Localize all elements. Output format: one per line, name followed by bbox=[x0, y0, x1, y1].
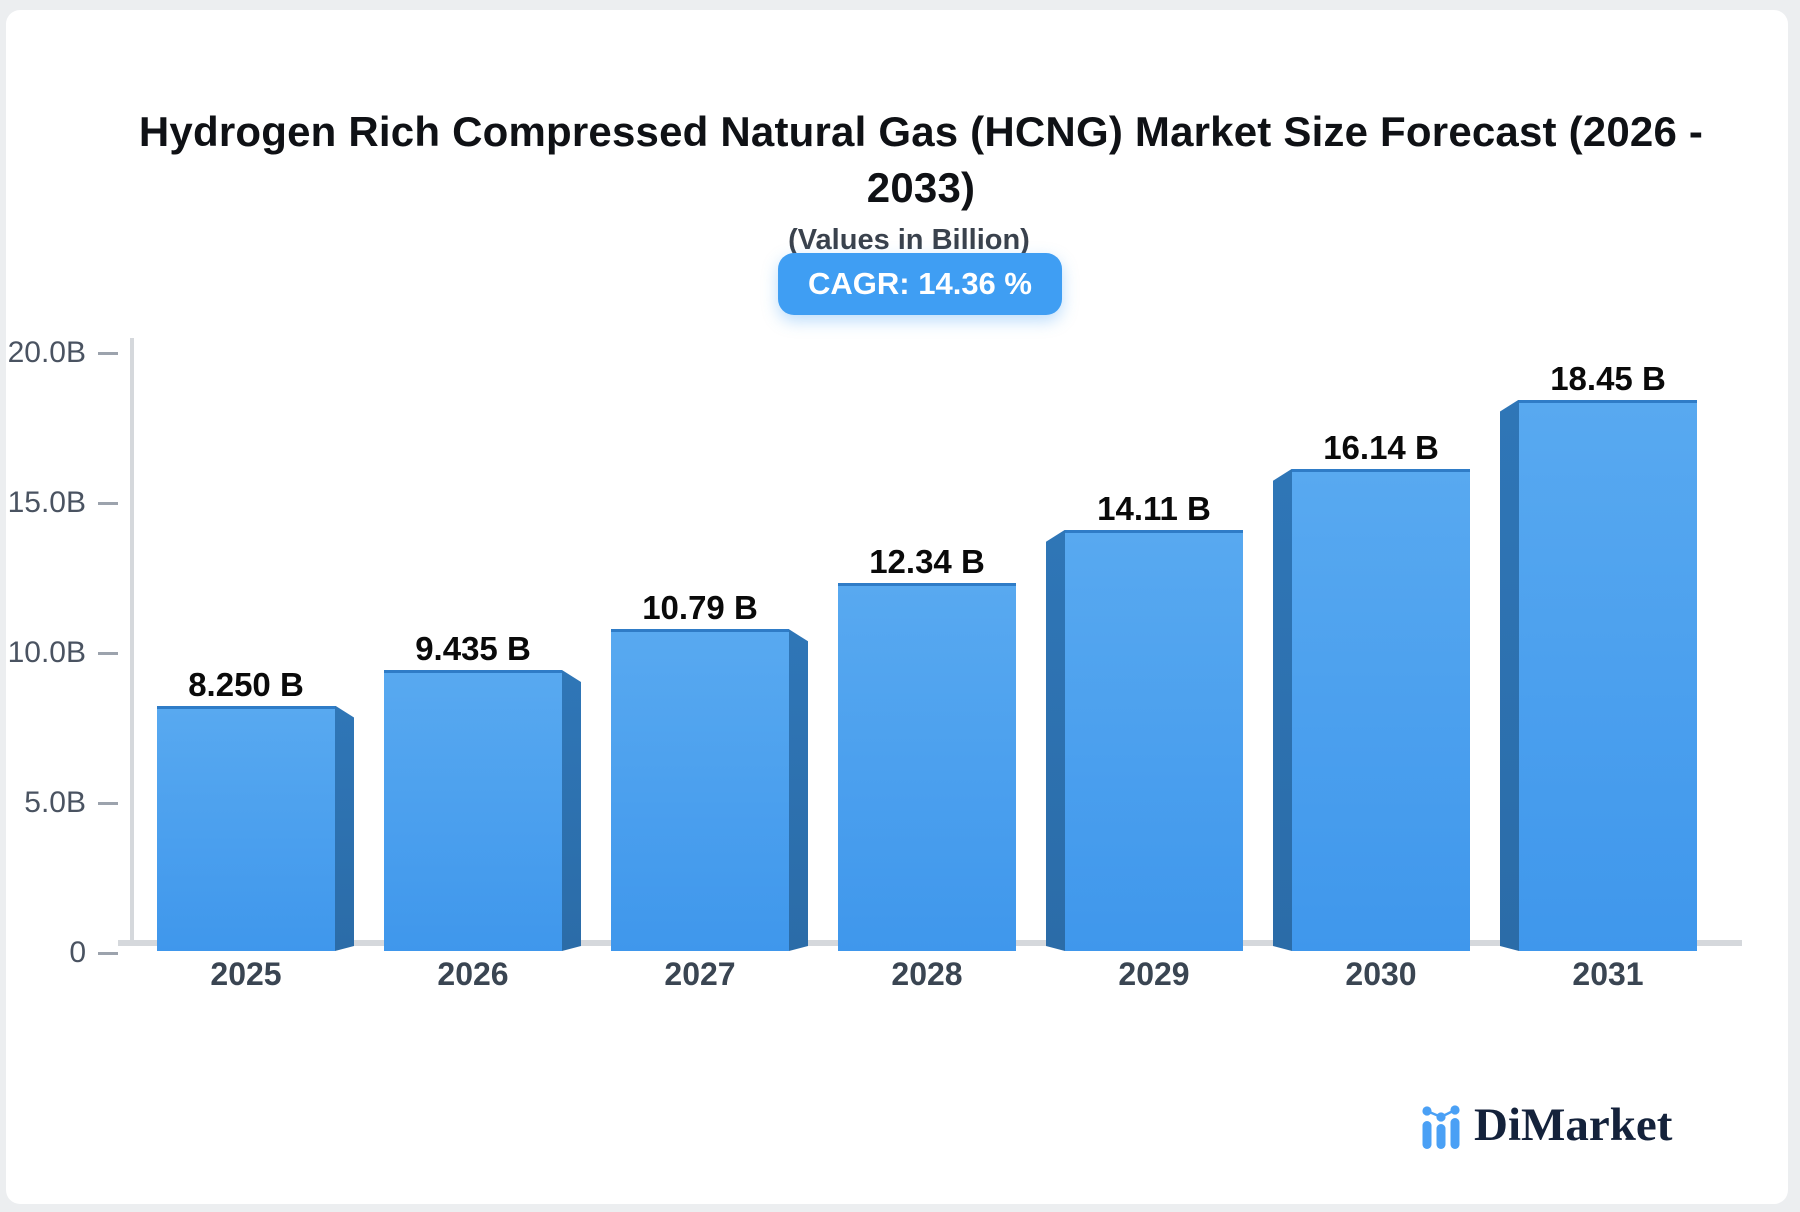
x-tick-label: 2028 bbox=[891, 956, 963, 992]
chart-subtitle: (Values in Billion) bbox=[788, 224, 1030, 256]
page-title: Hydrogen Rich Compressed Natural Gas (HC… bbox=[30, 104, 1800, 216]
chart-card: Hydrogen Rich Compressed Natural Gas (HC… bbox=[6, 10, 1788, 1204]
bar bbox=[1519, 399, 1697, 951]
x-tick-label: 2026 bbox=[437, 956, 509, 992]
bar-3d-side bbox=[335, 706, 354, 952]
page-title-line2: 2033) bbox=[866, 164, 976, 211]
x-tick-label: 2030 bbox=[1345, 956, 1417, 992]
y-tick-mark bbox=[98, 502, 118, 505]
y-tick-label: 5.0B bbox=[24, 786, 86, 819]
x-tick-label: 2027 bbox=[664, 956, 736, 992]
y-tick-label: 0 bbox=[69, 936, 86, 969]
cagr-badge: CAGR: 14.36 % bbox=[778, 253, 1062, 315]
bar-3d-side bbox=[562, 670, 581, 951]
dimarket-logo: DiMarket bbox=[1420, 1100, 1672, 1150]
bar-value-label: 14.11 B bbox=[1097, 489, 1211, 527]
y-tick-mark bbox=[98, 952, 118, 955]
page-title-line1: Hydrogen Rich Compressed Natural Gas (HC… bbox=[138, 108, 1704, 155]
bar-3d-side bbox=[1046, 530, 1065, 951]
y-axis-line bbox=[130, 338, 134, 946]
mini-bar-chart-icon bbox=[1422, 1105, 1460, 1149]
x-tick-label: 2029 bbox=[1118, 956, 1190, 992]
bar-value-label: 9.435 B bbox=[415, 629, 531, 667]
dimarket-logo-text: DiMarket bbox=[1474, 1099, 1673, 1151]
bar-3d-side bbox=[1273, 469, 1292, 951]
x-tick-label: 2025 bbox=[210, 956, 282, 992]
bar-value-label: 10.79 B bbox=[642, 589, 758, 627]
bar-3d-side bbox=[1500, 400, 1519, 952]
bar bbox=[157, 705, 335, 951]
y-tick-mark bbox=[98, 352, 118, 355]
y-tick-mark bbox=[98, 652, 118, 655]
bar-value-label: 12.34 B bbox=[869, 542, 985, 580]
bar bbox=[611, 629, 789, 951]
bar-value-label: 18.45 B bbox=[1550, 359, 1666, 397]
bar bbox=[384, 669, 562, 951]
x-tick-label: 2031 bbox=[1572, 956, 1644, 992]
bar-3d-side bbox=[789, 629, 808, 951]
bar bbox=[838, 582, 1016, 951]
bar-value-label: 8.250 B bbox=[188, 665, 304, 703]
y-tick-label: 20.0B bbox=[7, 336, 86, 369]
plot-area: 20.0B 15.0B 10.0B 5.0B 0 8.250 B 9.435 B 10.79… bbox=[6, 10, 1788, 1204]
y-tick-label: 15.0B bbox=[7, 486, 86, 519]
bar-value-label: 16.14 B bbox=[1323, 428, 1439, 466]
y-tick-label: 10.0B bbox=[7, 636, 86, 669]
bar bbox=[1065, 529, 1243, 951]
y-tick-mark bbox=[98, 802, 118, 805]
bar bbox=[1292, 468, 1470, 951]
